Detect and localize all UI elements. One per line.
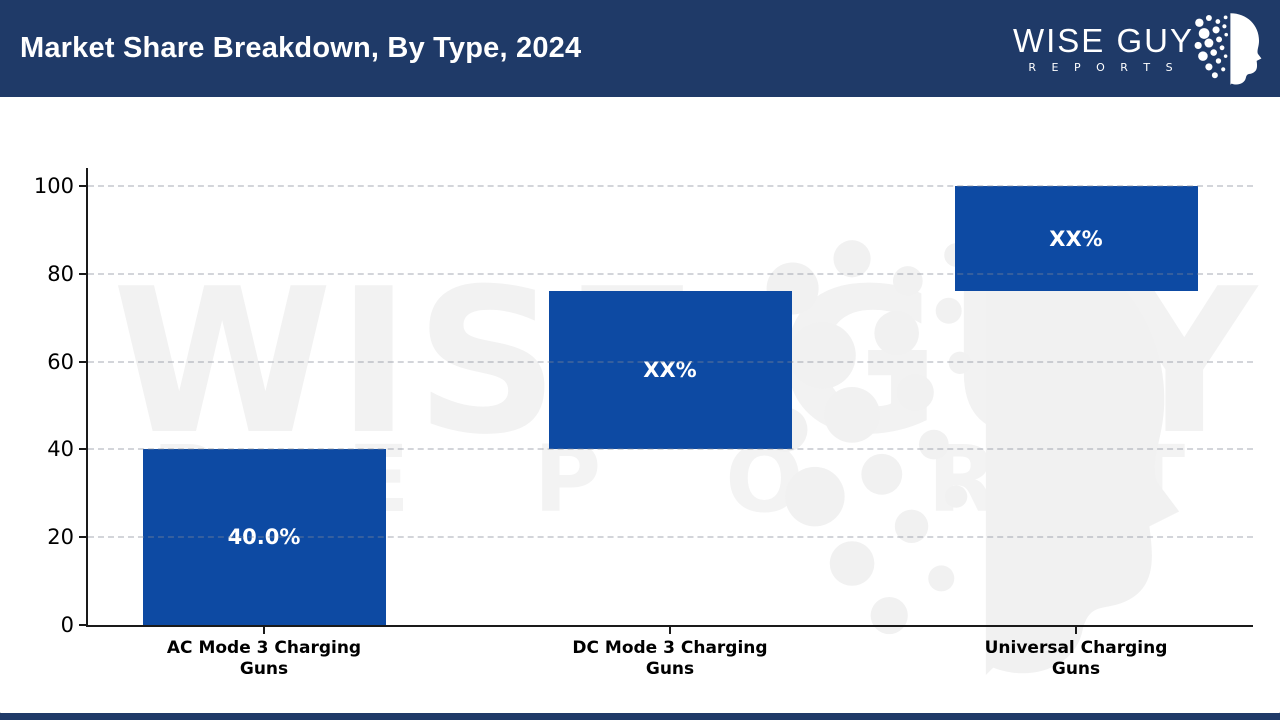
gridline-40 [88, 448, 1253, 451]
x-category-label-dc-mode-3-charging-guns: DC Mode 3 Charging Guns [572, 638, 768, 679]
x-tick-mark-3 [1075, 627, 1077, 634]
bar-value-label-dc-mode-3-charging-guns: XX% [643, 358, 697, 383]
bar-value-label-ac-mode-3-charging-guns: 40.0% [227, 525, 301, 550]
wiseguy-face-icon [1194, 12, 1262, 85]
x-tick-mark-1 [263, 627, 265, 634]
y-tick-label-80: 80 [47, 261, 74, 286]
wiseguy-wordmark: WISE GUY R E P O R T S [1013, 24, 1194, 74]
y-tick-mark-100 [79, 185, 86, 187]
y-tick-mark-80 [79, 272, 86, 275]
gridline-80 [88, 272, 1253, 275]
y-tick-mark-60 [79, 360, 86, 363]
bar-ac-mode-3-charging-guns: 40.0% [142, 449, 386, 625]
gridline-20 [88, 536, 1253, 539]
bar-dc-mode-3-charging-guns: XX% [548, 291, 792, 450]
gridline-60 [88, 360, 1253, 363]
bar-value-label-universal-charging-guns: XX% [1049, 226, 1103, 251]
bar-universal-charging-guns: XX% [954, 186, 1198, 292]
chart-area: WISE GUY R E P O R T S 02040608010040.0%… [0, 97, 1280, 712]
y-tick-mark-40 [79, 448, 86, 451]
y-tick-label-20: 20 [47, 525, 74, 550]
logo-wordmark-text: WISE GUY [1012, 21, 1194, 59]
y-tick-mark-0 [79, 624, 86, 626]
logo-reports-text: R E P O R T S [1028, 60, 1179, 74]
gridline-100 [88, 185, 1253, 187]
y-tick-label-0: 0 [60, 613, 74, 637]
header-bar: Market Share Breakdown, By Type, 2024 WI… [0, 0, 1280, 97]
y-tick-label-100: 100 [33, 174, 74, 198]
x-axis-line [86, 625, 1253, 627]
footer-bar [0, 713, 1280, 720]
y-tick-label-40: 40 [47, 437, 74, 462]
x-category-label-universal-charging-guns: Universal Charging Guns [984, 638, 1168, 679]
y-tick-mark-20 [79, 536, 86, 539]
page-title: Market Share Breakdown, By Type, 2024 [20, 32, 582, 64]
y-tick-label-60: 60 [47, 349, 74, 374]
wiseguy-logo: WISE GUY R E P O R T S [1013, 12, 1280, 86]
x-category-label-ac-mode-3-charging-guns: AC Mode 3 Charging Guns [166, 638, 362, 679]
y-axis-line [86, 168, 88, 627]
x-tick-mark-2 [669, 627, 671, 634]
